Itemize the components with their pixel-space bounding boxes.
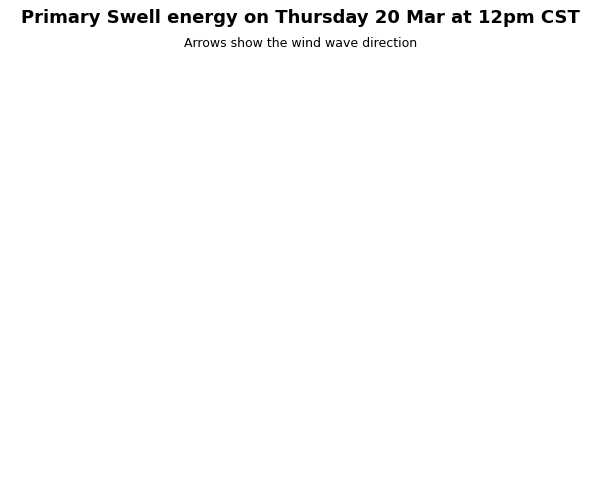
Text: cartopy required: cartopy required bbox=[219, 264, 382, 282]
Text: Arrows show the wind wave direction: Arrows show the wind wave direction bbox=[184, 37, 417, 50]
Text: Primary Swell energy on Thursday 20 Mar at 12pm CST: Primary Swell energy on Thursday 20 Mar … bbox=[21, 9, 580, 27]
